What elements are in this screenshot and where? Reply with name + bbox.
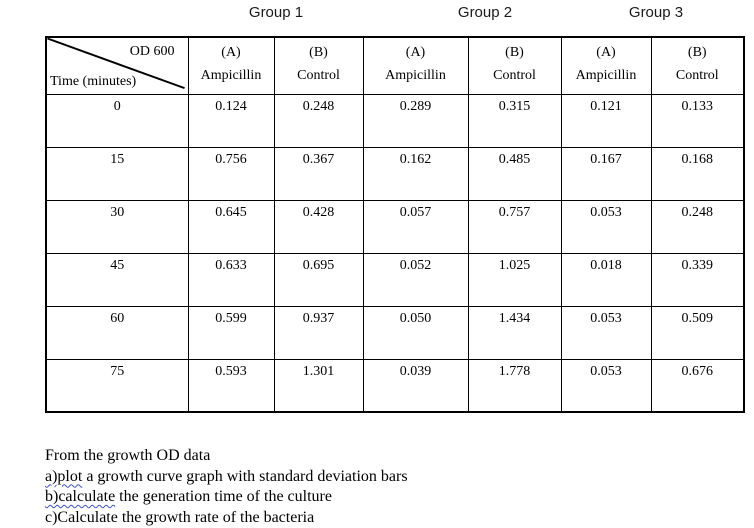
time-cell: 0 — [45, 93, 189, 148]
od-value-cell: 0.167 — [560, 146, 652, 201]
column-code: (A) — [596, 45, 616, 60]
od-value-cell: 0.485 — [467, 146, 562, 201]
od-value-cell: 0.168 — [650, 146, 745, 201]
od-value-cell: 0.248 — [650, 199, 745, 254]
od-value-cell: 0.339 — [650, 252, 745, 307]
od-value-cell: 1.025 — [467, 252, 562, 307]
od-value-cell: 0.757 — [467, 199, 562, 254]
table-row: 15 0.756 0.367 0.162 0.485 0.167 0.168 — [45, 146, 745, 201]
group-2-label: Group 2 — [457, 4, 513, 21]
note-a-rest: a growth curve graph with standard devia… — [82, 467, 408, 485]
table-row: 75 0.593 1.301 0.039 1.778 0.053 0.676 — [45, 358, 745, 413]
corner-od600-label: OD 600 — [129, 44, 175, 59]
time-cell: 30 — [45, 199, 189, 254]
column-code: (B) — [309, 45, 328, 60]
od-value-cell: 0.428 — [273, 199, 364, 254]
time-cell: 15 — [45, 146, 189, 201]
od-value-cell: 0.367 — [273, 146, 364, 201]
corner-header-cell: OD 600 Time (minutes) — [45, 36, 189, 95]
od-value-cell: 0.676 — [650, 358, 745, 413]
column-code: (B) — [505, 45, 524, 60]
group-1-label: Group 1 — [248, 4, 304, 21]
column-name: Ampicillin — [575, 68, 637, 83]
od-value-cell: 0.248 — [273, 93, 364, 148]
od-value-cell: 0.053 — [560, 305, 652, 360]
column-header-6: (B) Control — [650, 36, 745, 95]
group-3-label: Group 3 — [628, 4, 684, 21]
od-value-cell: 0.039 — [362, 358, 469, 413]
note-b-rest: the generation time of the culture — [115, 488, 332, 505]
note-c-rest: the growth rate of the bacteria — [117, 508, 315, 526]
od-value-cell: 1.301 — [273, 358, 364, 413]
note-c-marked: c)Calculate — [45, 508, 118, 526]
table-row: 0 0.124 0.248 0.289 0.315 0.121 0.133 — [45, 93, 745, 148]
notes-intro: From the growth OD data — [45, 447, 211, 464]
column-header-5: (A) Ampicillin — [560, 36, 652, 95]
od600-table: OD 600 Time (minutes) (A) Ampicillin (B) Co… — [45, 36, 745, 413]
table-row: 45 0.633 0.695 0.052 1.025 0.018 0.339 — [45, 252, 745, 307]
column-name: Control — [675, 68, 719, 83]
od-value-cell: 0.050 — [362, 305, 469, 360]
od-value-cell: 0.315 — [467, 93, 562, 148]
column-header-4: (B) Control — [467, 36, 562, 95]
od-value-cell: 0.756 — [187, 146, 275, 201]
time-cell: 75 — [45, 358, 189, 413]
od-value-cell: 0.593 — [187, 358, 275, 413]
column-code: (A) — [405, 45, 426, 60]
od-value-cell: 0.057 — [362, 199, 469, 254]
table-row: 60 0.599 0.937 0.050 1.434 0.053 0.509 — [45, 305, 745, 360]
corner-time-label: Time (minutes) — [50, 73, 137, 89]
od-value-cell: 0.289 — [362, 93, 469, 148]
od-value-cell: 0.052 — [362, 252, 469, 307]
column-header-2: (B) Control — [273, 36, 364, 95]
od-value-cell: 0.633 — [187, 252, 275, 307]
time-cell: 60 — [45, 305, 189, 360]
od-value-cell: 0.162 — [362, 146, 469, 201]
note-b-marked: b)calculate — [45, 488, 116, 505]
od-value-cell: 1.434 — [467, 305, 562, 360]
column-name: Ampicillin — [200, 68, 262, 83]
column-name: Control — [297, 68, 340, 83]
od-value-cell: 0.645 — [187, 199, 275, 254]
od-value-cell: 0.018 — [560, 252, 652, 307]
note-line-a: a)plot a growth curve graph with standar… — [45, 467, 408, 488]
time-cell: 45 — [45, 252, 189, 307]
column-header-1: (A) Ampicillin — [187, 36, 275, 95]
column-name: Control — [493, 68, 536, 83]
column-name: Ampicillin — [385, 68, 446, 83]
od-value-cell: 0.599 — [187, 305, 275, 360]
column-code: (A) — [221, 45, 241, 60]
note-a-marked: a)plot — [45, 467, 83, 485]
od-value-cell: 0.053 — [560, 199, 652, 254]
header-row: OD 600 Time (minutes) (A) Ampicillin (B) Co… — [45, 36, 745, 95]
note-line-b: b)calculate the generation time of the c… — [45, 487, 408, 508]
od-value-cell: 1.778 — [467, 358, 562, 413]
table-body: 0 0.124 0.248 0.289 0.315 0.121 0.133 15 0.756 0.… — [45, 93, 745, 413]
od-value-cell: 0.124 — [187, 93, 275, 148]
column-code: (B) — [687, 45, 707, 60]
od-value-cell: 0.937 — [273, 305, 364, 360]
note-line-c: c)Calculate the growth rate of the bacte… — [45, 508, 408, 528]
od-value-cell: 0.121 — [560, 93, 652, 148]
od-value-cell: 0.053 — [560, 358, 652, 413]
table-row: 30 0.645 0.428 0.057 0.757 0.053 0.248 — [45, 199, 745, 254]
od-value-cell: 0.509 — [650, 305, 745, 360]
od-value-cell: 0.133 — [650, 93, 745, 148]
od-value-cell: 0.695 — [273, 252, 364, 307]
notes-block: From the growth OD data a)plot a growth … — [45, 446, 408, 528]
column-header-3: (A) Ampicillin — [362, 36, 469, 95]
diagonal-line — [47, 38, 185, 90]
